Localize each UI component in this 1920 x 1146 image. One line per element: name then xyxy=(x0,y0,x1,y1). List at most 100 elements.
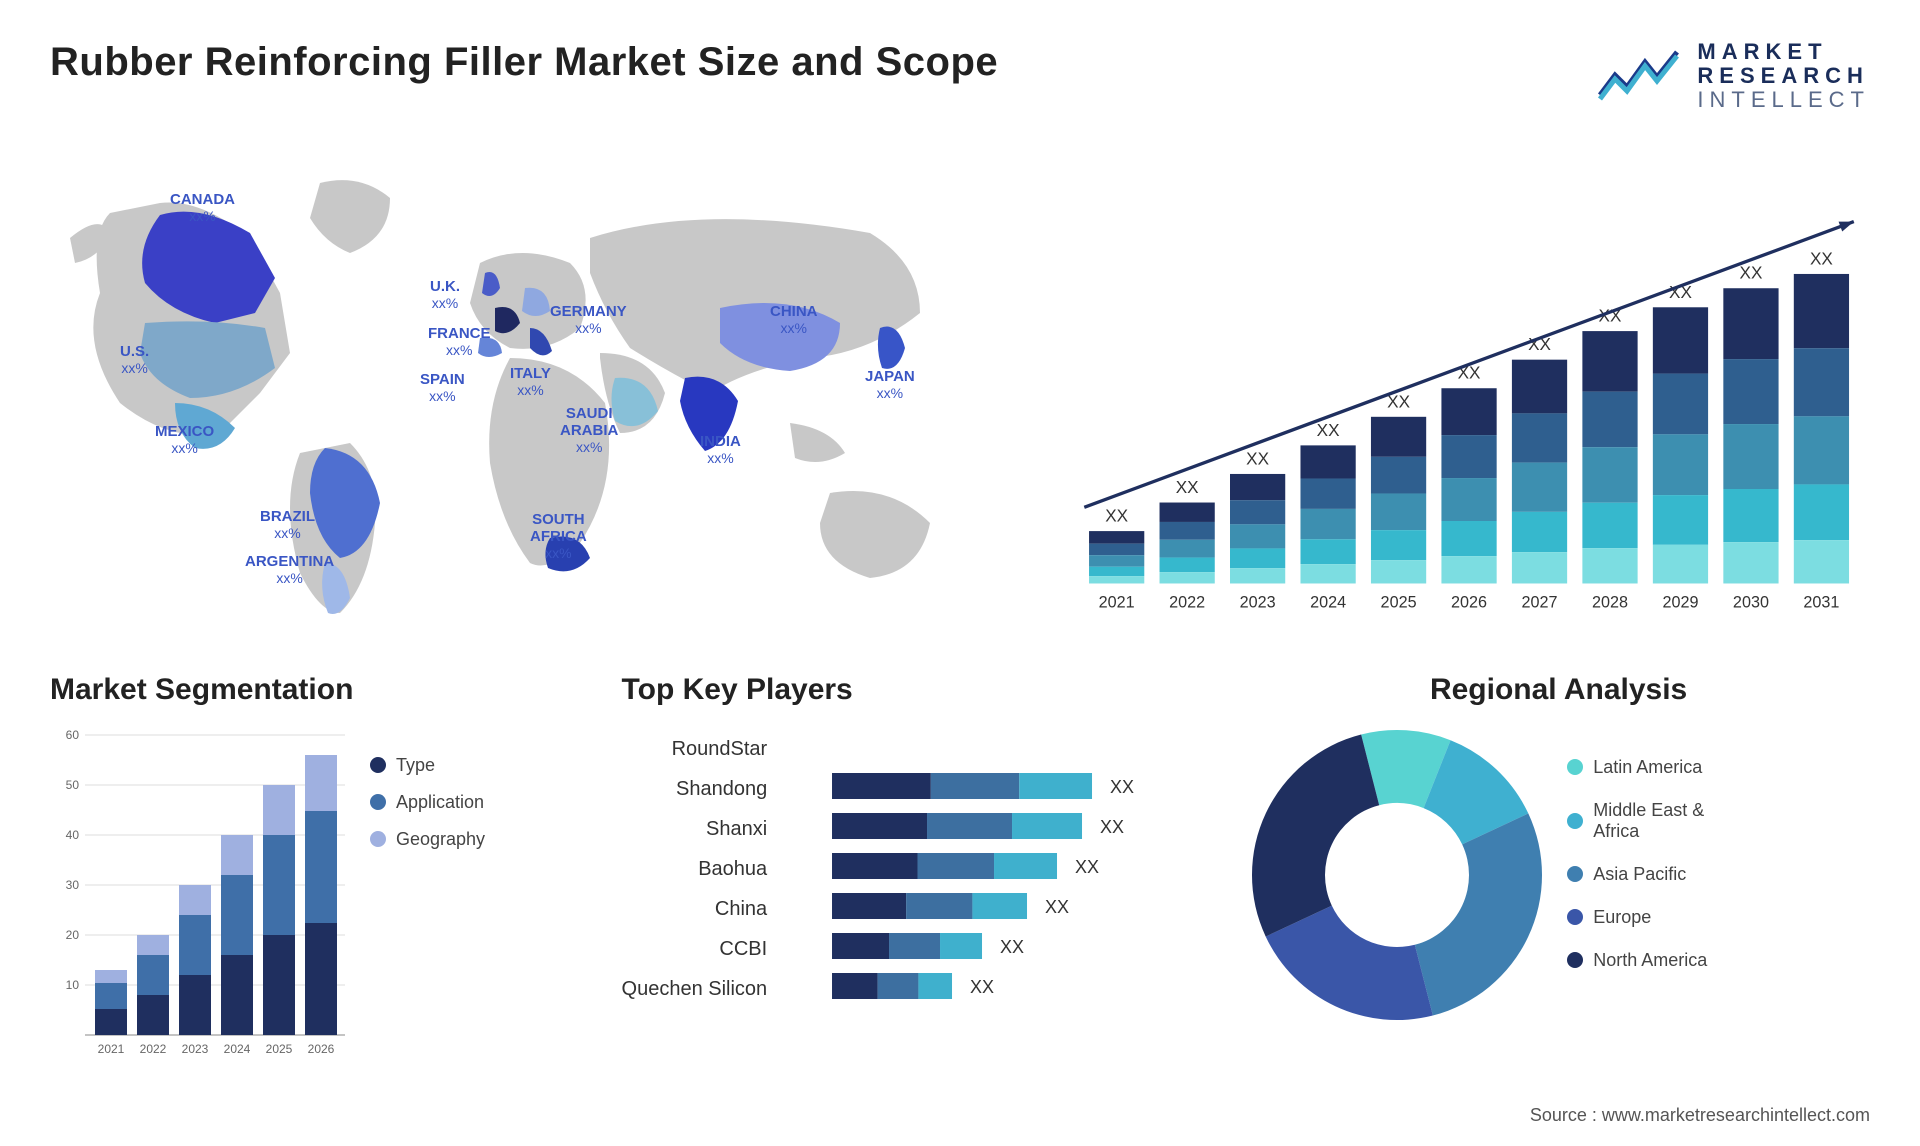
seg-bar-seg xyxy=(137,955,169,995)
growth-bar-seg xyxy=(1371,456,1426,493)
player-bars: XXXXXXXXXXXX xyxy=(787,725,1217,1020)
growth-bar-seg xyxy=(1794,540,1849,583)
svg-text:30: 30 xyxy=(66,878,80,892)
growth-bar-seg xyxy=(1089,531,1144,544)
growth-year-label: 2030 xyxy=(1733,593,1769,611)
growth-bar-seg xyxy=(1230,474,1285,500)
svg-text:2023: 2023 xyxy=(182,1042,209,1056)
map-label-italy: ITALYxx% xyxy=(510,365,551,398)
player-bar-seg xyxy=(889,933,940,959)
growth-bar-seg xyxy=(1089,576,1144,583)
growth-bar-seg xyxy=(1512,552,1567,583)
svg-text:60: 60 xyxy=(66,728,80,742)
growth-bar-seg xyxy=(1582,447,1637,503)
player-bar-seg xyxy=(927,813,1012,839)
growth-bar-seg xyxy=(1089,555,1144,567)
map-label-india: INDIAxx% xyxy=(700,433,741,466)
segmentation-legend: TypeApplicationGeography xyxy=(370,725,485,1070)
growth-year-label: 2026 xyxy=(1451,593,1487,611)
seg-bar-seg xyxy=(221,875,253,955)
donut-slice xyxy=(1252,734,1379,936)
growth-bar-seg xyxy=(1230,548,1285,568)
growth-bar-seg xyxy=(1230,524,1285,548)
growth-bar-seg xyxy=(1371,560,1426,583)
seg-bar-seg xyxy=(263,935,295,1035)
growth-top-label: XX xyxy=(1810,248,1833,268)
growth-bar-seg xyxy=(1512,413,1567,462)
player-name: China xyxy=(622,889,768,929)
regional-panel: Regional Analysis Latin AmericaMiddle Ea… xyxy=(1247,673,1870,1103)
growth-bar-seg xyxy=(1441,556,1496,583)
growth-bar-seg xyxy=(1089,566,1144,575)
regional-donut xyxy=(1247,725,1547,1025)
growth-top-label: XX xyxy=(1105,505,1128,525)
seg-bar-seg xyxy=(95,983,127,1009)
player-bar-seg xyxy=(832,933,889,959)
player-name: Baohua xyxy=(622,849,768,889)
growth-bar-seg xyxy=(1371,530,1426,560)
growth-bar-seg xyxy=(1582,502,1637,547)
svg-text:10: 10 xyxy=(66,978,80,992)
growth-year-label: 2029 xyxy=(1662,593,1698,611)
player-bar-seg xyxy=(973,893,1028,919)
player-bar-seg xyxy=(878,973,919,999)
growth-year-label: 2024 xyxy=(1310,593,1346,611)
map-label-us: U.S.xx% xyxy=(120,343,149,376)
growth-bar-seg xyxy=(1160,572,1215,583)
growth-year-label: 2027 xyxy=(1522,593,1558,611)
svg-text:2026: 2026 xyxy=(308,1042,335,1056)
legend-item: Europe xyxy=(1567,907,1707,928)
player-name: Shandong xyxy=(622,769,768,809)
seg-bar-seg xyxy=(137,995,169,1035)
map-label-brazil: BRAZILxx% xyxy=(260,508,315,541)
legend-item: Application xyxy=(370,792,485,813)
map-label-uk: U.K.xx% xyxy=(430,278,460,311)
player-bar-seg xyxy=(906,893,972,919)
seg-bar-seg xyxy=(305,811,337,923)
page-title: Rubber Reinforcing Filler Market Size an… xyxy=(50,40,998,85)
player-name: Quechen Silicon xyxy=(622,969,768,1009)
player-bar-seg xyxy=(832,813,927,839)
growth-bar-seg xyxy=(1441,478,1496,521)
legend-item: Geography xyxy=(370,829,485,850)
growth-bar-seg xyxy=(1300,564,1355,583)
growth-bar-seg xyxy=(1723,542,1778,583)
seg-bar-seg xyxy=(263,835,295,935)
growth-bar-seg xyxy=(1794,484,1849,540)
growth-bar-seg xyxy=(1653,307,1708,373)
map-label-canada: CANADAxx% xyxy=(170,191,235,224)
growth-bar-seg xyxy=(1300,445,1355,478)
player-value-label: XX xyxy=(1000,937,1024,957)
player-value-label: XX xyxy=(970,977,994,997)
seg-bar-seg xyxy=(179,915,211,975)
arrow-icon xyxy=(1839,221,1854,231)
seg-bar-seg xyxy=(179,975,211,1035)
player-bar-seg xyxy=(832,853,918,879)
growth-chart: XX2021XX2022XX2023XX2024XX2025XX2026XX20… xyxy=(1070,143,1870,643)
growth-top-label: XX xyxy=(1176,477,1199,497)
map-label-saudi: SAUDIARABIAxx% xyxy=(560,405,618,456)
map-region-japan xyxy=(878,326,905,368)
growth-bar-seg xyxy=(1300,478,1355,508)
growth-year-label: 2025 xyxy=(1381,593,1417,611)
svg-text:2021: 2021 xyxy=(98,1042,125,1056)
growth-year-label: 2021 xyxy=(1099,593,1135,611)
growth-bar-seg xyxy=(1371,416,1426,456)
player-name: CCBI xyxy=(622,929,768,969)
svg-text:2024: 2024 xyxy=(224,1042,251,1056)
growth-bar-seg xyxy=(1794,274,1849,348)
growth-bar-seg xyxy=(1723,424,1778,489)
seg-bar-seg xyxy=(305,923,337,1035)
growth-bar-seg xyxy=(1300,508,1355,538)
growth-bar-seg xyxy=(1653,544,1708,583)
growth-bar-seg xyxy=(1653,373,1708,434)
seg-bar-seg xyxy=(221,835,253,875)
map-label-japan: JAPANxx% xyxy=(865,368,915,401)
regional-legend: Latin AmericaMiddle East &AfricaAsia Pac… xyxy=(1567,757,1707,993)
growth-bar-seg xyxy=(1371,493,1426,530)
player-bar-seg xyxy=(832,893,906,919)
growth-bar-seg xyxy=(1441,435,1496,478)
svg-text:40: 40 xyxy=(66,828,80,842)
player-name: Shanxi xyxy=(622,809,768,849)
growth-top-label: XX xyxy=(1740,262,1763,282)
